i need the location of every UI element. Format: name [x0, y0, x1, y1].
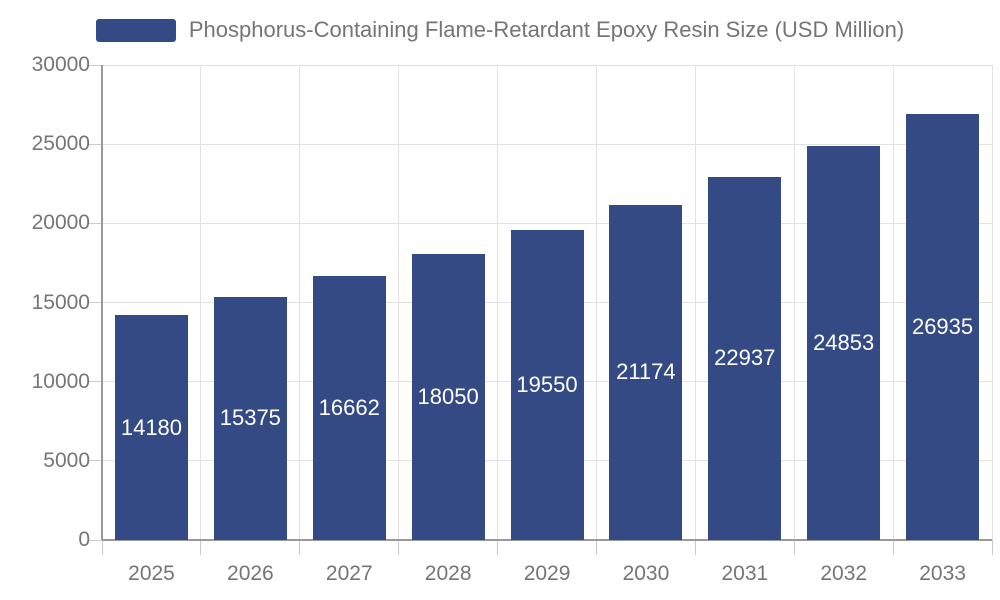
x-axis-tick [991, 540, 993, 555]
bar-2027[interactable]: 16662 [312, 276, 386, 540]
bar-2030[interactable]: 21174 [609, 204, 683, 540]
bar-value-label: 19550 [516, 372, 578, 398]
x-axis-tick [595, 540, 597, 555]
y-axis-label: 25000 [31, 132, 90, 156]
x-axis-line [102, 539, 992, 541]
y-axis-label: 20000 [31, 211, 90, 235]
bar-value-label: 22937 [714, 345, 776, 371]
x-gridline [299, 65, 301, 540]
bar-value-label: 14180 [120, 414, 183, 440]
x-axis-label: 2033 [919, 562, 966, 585]
x-axis-label: 2030 [622, 562, 670, 585]
x-gridline [398, 65, 400, 540]
x-gridline [200, 65, 202, 540]
y-axis-label: 0 [78, 528, 90, 551]
x-axis-tick [101, 540, 103, 555]
x-axis-tick [892, 540, 894, 555]
bar-value-label: 21174 [616, 359, 676, 385]
legend-label: Phosphorus-Containing Flame-Retardant Ep… [188, 17, 905, 42]
y-axis-tick [89, 64, 102, 66]
bar-2029[interactable]: 19550 [510, 230, 584, 540]
bar-2025[interactable]: 14180 [114, 315, 188, 540]
x-axis-label: 2025 [128, 562, 175, 585]
x-gridline [793, 65, 795, 540]
legend-item[interactable]: Phosphorus-Containing Flame-Retardant Ep… [0, 15, 1000, 45]
y-axis-tick [89, 302, 102, 303]
y-axis-label: 30000 [31, 53, 90, 76]
x-gridline [595, 65, 597, 540]
y-axis-line [101, 65, 103, 540]
x-axis-tick [299, 540, 301, 555]
x-axis-label: 2028 [424, 562, 472, 585]
x-axis-tick [694, 540, 696, 555]
y-axis-tick [89, 381, 102, 383]
x-gridline [694, 65, 696, 540]
x-axis-label: 2032 [820, 562, 868, 585]
y-axis-label: 15000 [31, 290, 90, 314]
x-axis-tick [793, 540, 795, 555]
y-axis-tick [89, 143, 102, 145]
y-axis-tick [89, 222, 102, 224]
x-axis-tick [398, 540, 400, 555]
bar-2033[interactable]: 26935 [906, 113, 980, 540]
y-axis-tick [89, 539, 102, 541]
y-axis-tick [89, 460, 102, 462]
y-gridline [102, 64, 992, 66]
x-axis-tick [497, 540, 499, 555]
bar-value-label: 26935 [911, 313, 974, 339]
bar-value-label: 18050 [417, 384, 479, 410]
x-gridline [892, 65, 894, 540]
y-gridline [102, 222, 992, 224]
bar-2031[interactable]: 22937 [708, 176, 782, 540]
y-axis-label: 10000 [31, 369, 90, 393]
y-axis-label: 5000 [43, 448, 90, 472]
x-axis-label: 2029 [523, 562, 571, 585]
x-gridline [991, 65, 993, 540]
x-axis-tick [200, 540, 202, 555]
x-axis-label: 2026 [227, 562, 274, 585]
legend-swatch-icon [95, 18, 176, 42]
x-axis-label: 2027 [325, 562, 373, 585]
x-axis-label: 2031 [721, 562, 769, 585]
bar-2028[interactable]: 18050 [411, 254, 485, 540]
bar-value-label: 16662 [318, 395, 380, 421]
x-gridline [497, 65, 499, 540]
bar-value-label: 15375 [219, 405, 281, 431]
bar-value-label: 24853 [813, 330, 875, 356]
bar-2032[interactable]: 24853 [807, 146, 881, 540]
y-gridline [102, 143, 992, 145]
bar-2026[interactable]: 15375 [213, 296, 287, 540]
